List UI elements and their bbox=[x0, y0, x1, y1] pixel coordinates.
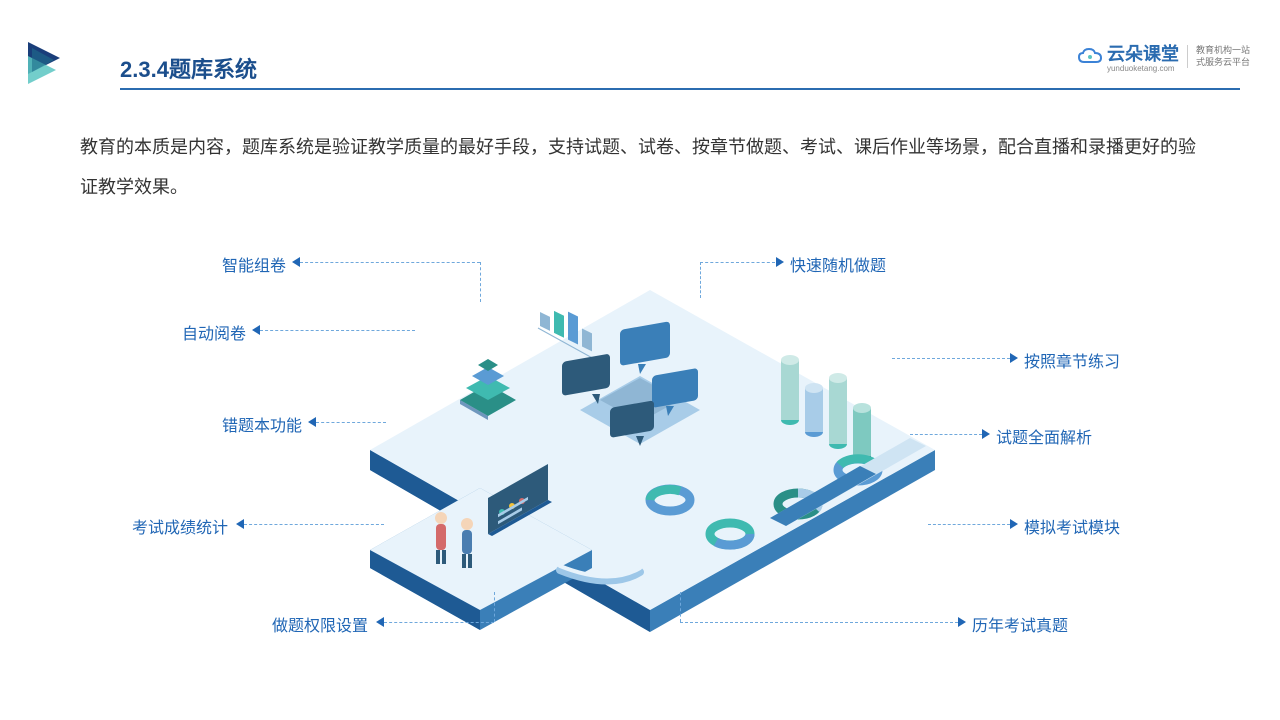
brand-logo: 云朵课堂 yunduoketang.com 教育机构一站 式服务云平台 bbox=[1077, 40, 1250, 73]
isometric-illustration bbox=[0, 220, 1280, 700]
section-arrow-icon bbox=[28, 42, 84, 95]
feature-wrong-book: 错题本功能 bbox=[222, 412, 302, 436]
feature-quick-random: 快速随机做题 bbox=[790, 252, 886, 276]
feature-past-exams: 历年考试真题 bbox=[972, 612, 1068, 636]
logo-brand-text: 云朵课堂 bbox=[1107, 40, 1179, 66]
feature-smart-compose: 智能组卷 bbox=[222, 252, 286, 276]
section-description: 教育的本质是内容，题库系统是验证教学质量的最好手段，支持试题、试卷、按章节做题、… bbox=[80, 128, 1200, 207]
feature-diagram: 智能组卷 自动阅卷 错题本功能 考试成绩统计 做题权限设置 快速随机做题 按照章… bbox=[0, 220, 1280, 700]
feature-permission: 做题权限设置 bbox=[272, 612, 368, 636]
feature-full-analysis: 试题全面解析 bbox=[996, 424, 1092, 448]
feature-mock-exam: 模拟考试模块 bbox=[1024, 514, 1120, 538]
header-underline bbox=[120, 88, 1240, 90]
feature-auto-grade: 自动阅卷 bbox=[182, 320, 246, 344]
feature-chapter-practice: 按照章节练习 bbox=[1024, 348, 1120, 372]
logo-domain-text: yunduoketang.com bbox=[1107, 64, 1179, 73]
section-title: 2.3.4题库系统 bbox=[120, 52, 257, 84]
logo-tagline: 教育机构一站 式服务云平台 bbox=[1187, 45, 1250, 68]
cloud-icon bbox=[1077, 47, 1103, 67]
feature-score-stats: 考试成绩统计 bbox=[132, 514, 228, 538]
